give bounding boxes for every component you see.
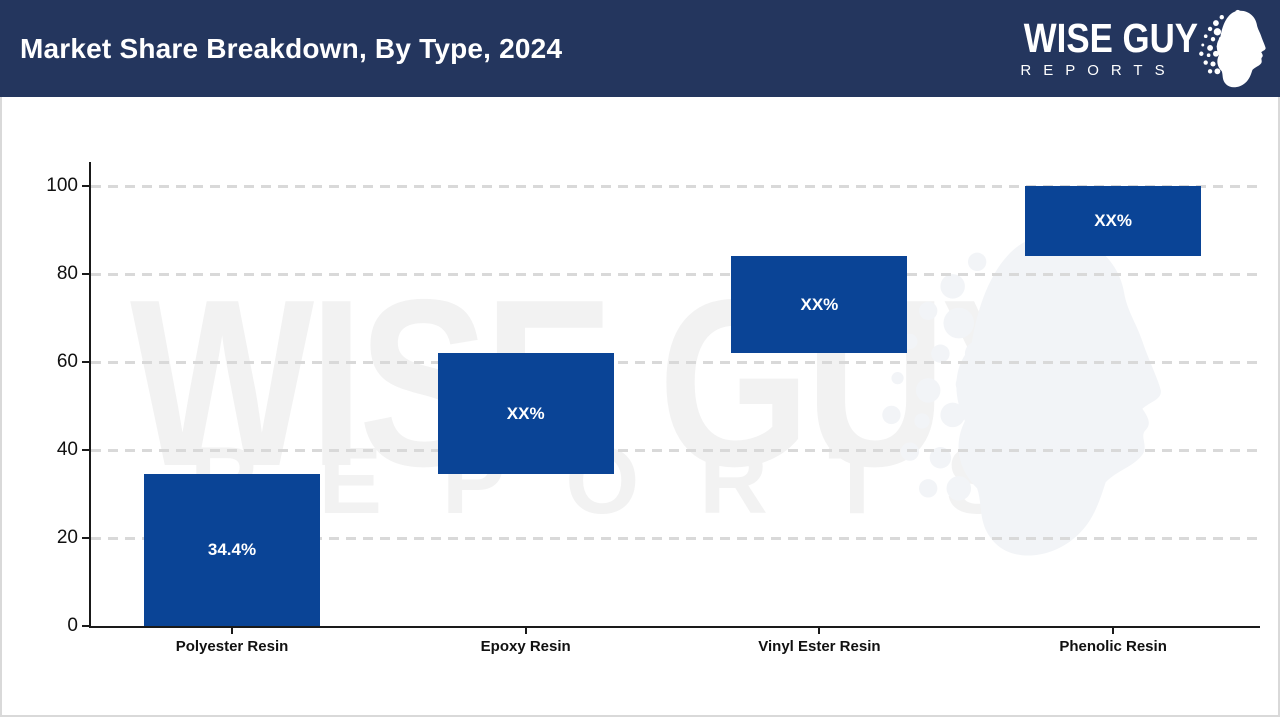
y-tick [82, 360, 89, 363]
y-gridline [91, 272, 1260, 276]
category-label: Vinyl Ester Resin [758, 638, 881, 655]
y-tick-label: 0 [67, 615, 78, 636]
header: Market Share Breakdown, By Type, 2024 WI… [0, 0, 1280, 97]
y-tick [82, 184, 89, 187]
y-tick [82, 272, 89, 275]
x-tick [524, 628, 527, 634]
wise-guy-logo: WISE GUY REPORTS [993, 7, 1270, 91]
category-label: Polyester Resin [175, 638, 289, 655]
x-axis [89, 626, 1260, 628]
y-tick-label: 40 [56, 438, 78, 460]
x-tick [1112, 628, 1115, 634]
bar: XX% [437, 353, 614, 475]
bar-value-label: XX% [1094, 210, 1132, 230]
logo-subtitle: REPORTS [1020, 62, 1177, 79]
y-gridline [91, 360, 1260, 364]
y-tick [82, 448, 89, 451]
bar: XX% [1025, 185, 1202, 257]
bar: 34.4% [144, 474, 320, 626]
y-tick-label: 80 [56, 262, 78, 284]
y-gridline [91, 536, 1260, 540]
x-tick [231, 628, 233, 634]
bar-value-label: XX% [800, 294, 839, 314]
y-axis [89, 162, 91, 628]
bar: XX% [731, 256, 908, 354]
logo-text: WISE GUY REPORTS [993, 15, 1198, 80]
waterfall-chart: 0 20 40 60 80 100 34.4% Polyester Resin XX% Epoxy… [2, 97, 1278, 715]
logo-head-icon [1194, 7, 1270, 91]
y-gridline [91, 448, 1260, 452]
page-title: Market Share Breakdown, By Type, 2024 [20, 32, 563, 64]
x-tick [818, 628, 821, 634]
y-gridline [91, 184, 1260, 188]
category-label: Phenolic Resin [1059, 638, 1167, 655]
bar-value-label: 34.4% [207, 540, 257, 560]
y-tick [82, 625, 89, 627]
y-tick-label: 100 [46, 174, 78, 196]
chart-card: WISE GUY REPORTS 0 20 40 60 80 100 34.4% Polyes… [0, 97, 1280, 717]
bar-value-label: XX% [506, 403, 545, 423]
y-tick [82, 536, 89, 539]
y-tick-label: 20 [56, 526, 78, 548]
y-tick-label: 60 [56, 350, 78, 372]
logo-wordmark: WISE GUY [1023, 15, 1198, 61]
category-label: Epoxy Resin [480, 638, 571, 655]
